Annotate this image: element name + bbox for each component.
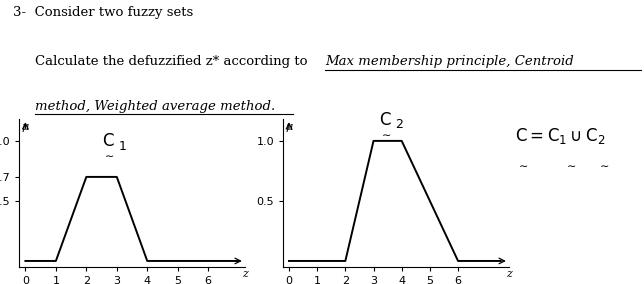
Text: μ: μ: [22, 122, 29, 132]
Text: $\mathrm{1}$: $\mathrm{1}$: [118, 140, 127, 153]
Text: $\mathrm{2}$: $\mathrm{2}$: [395, 118, 403, 131]
Text: method, Weighted average method.: method, Weighted average method.: [35, 100, 276, 113]
Text: $\mathrm{C = C_1 \cup C_2}$: $\mathrm{C = C_1 \cup C_2}$: [515, 126, 605, 146]
Text: $\sim$: $\sim$: [564, 161, 576, 171]
Text: μ: μ: [285, 122, 292, 132]
Text: $\sim$: $\sim$: [597, 161, 609, 171]
Text: Calculate the defuzzified z* according to: Calculate the defuzzified z* according t…: [35, 55, 312, 68]
Text: $\sim$: $\sim$: [379, 130, 392, 140]
Text: $\mathrm{C}$: $\mathrm{C}$: [379, 112, 392, 129]
Text: Max membership principle, Centroid: Max membership principle, Centroid: [325, 55, 574, 68]
Text: $\sim$: $\sim$: [102, 151, 114, 161]
Text: $\sim$: $\sim$: [516, 161, 529, 171]
Text: 3-  Consider two fuzzy sets: 3- Consider two fuzzy sets: [13, 6, 193, 19]
Text: z: z: [506, 269, 512, 279]
Text: $\mathrm{C}$: $\mathrm{C}$: [102, 133, 114, 151]
Text: z: z: [242, 269, 247, 279]
